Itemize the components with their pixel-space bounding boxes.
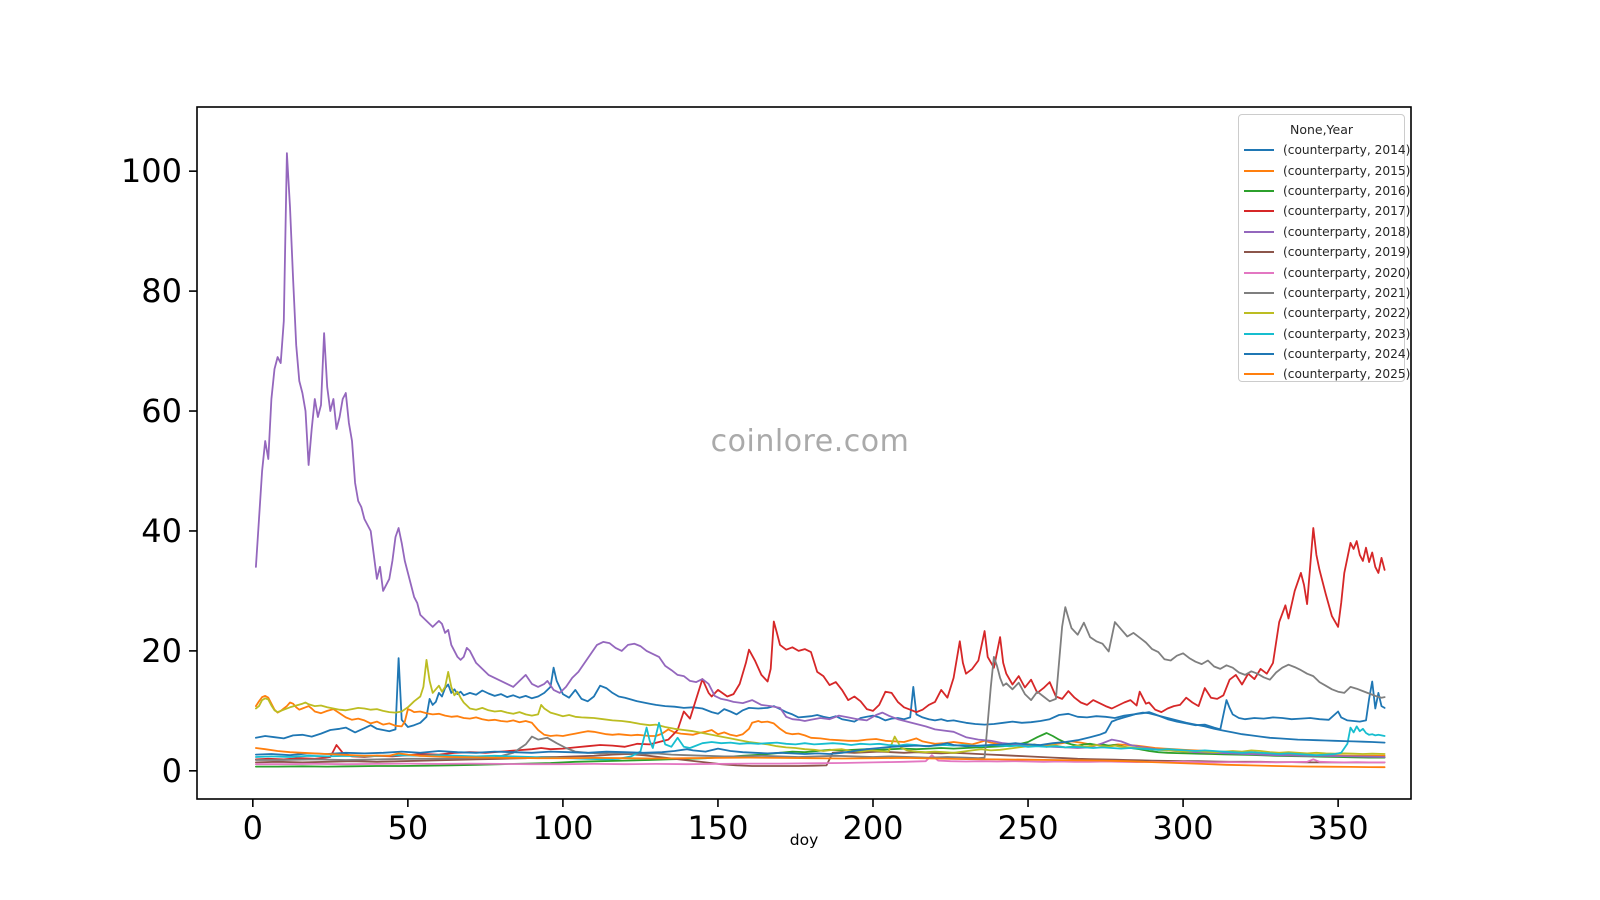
legend-rows: (counterparty, 2014) (counterparty, 2015)…	[1239, 140, 1410, 385]
series-line-2025	[254, 747, 1386, 769]
legend-label: (counterparty, 2018)	[1283, 224, 1411, 239]
legend-swatch-2020	[1244, 271, 1274, 274]
legend-swatch-2014	[1244, 149, 1274, 152]
x-tick-label: 200	[842, 809, 903, 847]
legend-label: (counterparty, 2019)	[1283, 245, 1411, 260]
x-tick-label: 150	[687, 809, 748, 847]
axes-frame	[196, 106, 1412, 800]
legend-swatch-2015	[1244, 169, 1274, 172]
legend-swatch-2024	[1244, 353, 1274, 356]
x-tick-label: 0	[243, 809, 263, 847]
x-tick-label: 350	[1308, 809, 1369, 847]
legend-swatch-2023	[1244, 332, 1274, 335]
legend-label: (counterparty, 2024)	[1283, 347, 1411, 362]
watermark: coinlore.com	[710, 424, 910, 459]
y-tick-label: 80	[141, 272, 182, 310]
legend-swatch-2018	[1244, 230, 1274, 233]
y-tick-label: 60	[141, 392, 182, 430]
legend-swatch-2019	[1244, 251, 1274, 254]
legend-swatch-2022	[1244, 312, 1274, 315]
legend-item-2014: (counterparty, 2014)	[1239, 140, 1410, 160]
legend-swatch-2025	[1244, 373, 1274, 376]
legend-label: (counterparty, 2025)	[1283, 367, 1411, 382]
legend-item-2018: (counterparty, 2018)	[1239, 222, 1410, 242]
legend-label: (counterparty, 2021)	[1283, 285, 1411, 300]
series-line-2024	[254, 711, 1386, 757]
legend-item-2020: (counterparty, 2020)	[1239, 262, 1410, 282]
legend-item-2019: (counterparty, 2019)	[1239, 242, 1410, 262]
x-tick-label: 250	[998, 809, 1059, 847]
legend: None,Year (counterparty, 2014) (counterpa…	[1238, 114, 1410, 385]
x-tick-label: 300	[1153, 809, 1214, 847]
legend-item-2025: (counterparty, 2025)	[1239, 364, 1410, 384]
legend-label: (counterparty, 2015)	[1283, 163, 1411, 178]
legend-label: (counterparty, 2023)	[1283, 326, 1411, 341]
legend-item-2017: (counterparty, 2017)	[1239, 201, 1410, 221]
legend-item-2021: (counterparty, 2021)	[1239, 283, 1410, 303]
series-line-2017	[254, 527, 1386, 761]
legend-label: (counterparty, 2014)	[1283, 143, 1411, 158]
y-tick-label: 40	[141, 512, 182, 550]
legend-label: (counterparty, 2017)	[1283, 204, 1411, 219]
legend-item-2023: (counterparty, 2023)	[1239, 324, 1410, 344]
x-tick-label: 50	[388, 809, 429, 847]
series-line-2018	[254, 152, 1386, 758]
series-line-2015	[254, 695, 1386, 757]
legend-swatch-2017	[1244, 210, 1274, 213]
series-line-2021	[254, 606, 1386, 761]
series-line-2020	[254, 754, 1386, 766]
x-tick-label: 100	[532, 809, 593, 847]
legend-label: (counterparty, 2022)	[1283, 306, 1411, 321]
legend-title: None,Year	[1289, 122, 1354, 137]
series-line-2016	[254, 732, 1386, 768]
y-tick-label: 0	[162, 752, 182, 790]
y-tick-label: 20	[141, 632, 182, 670]
legend-item-2024: (counterparty, 2024)	[1239, 344, 1410, 364]
legend-item-2022: (counterparty, 2022)	[1239, 303, 1410, 323]
x-axis-label: doy	[789, 831, 819, 849]
legend-item-2016: (counterparty, 2016)	[1239, 181, 1410, 201]
y-tick-label: 100	[121, 152, 182, 190]
legend-item-2015: (counterparty, 2015)	[1239, 160, 1410, 180]
legend-label: (counterparty, 2020)	[1283, 265, 1411, 280]
legend-swatch-2016	[1244, 189, 1274, 192]
legend-swatch-2021	[1244, 291, 1274, 294]
series-line-2014	[254, 657, 1386, 740]
legend-label: (counterparty, 2016)	[1283, 183, 1411, 198]
